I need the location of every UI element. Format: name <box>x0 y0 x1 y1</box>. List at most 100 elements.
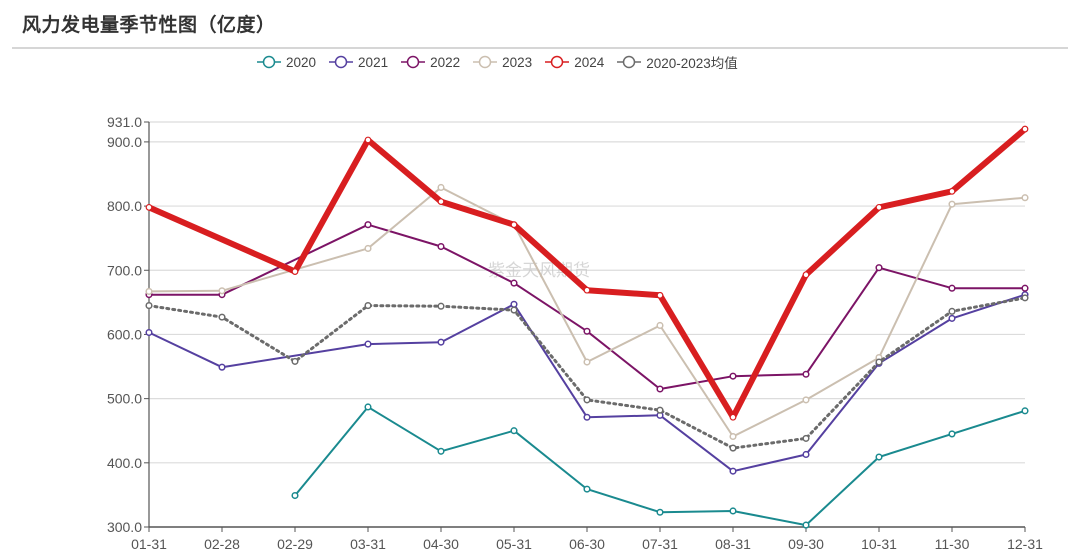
data-point[interactable] <box>729 467 737 475</box>
data-point[interactable] <box>218 287 226 295</box>
legend-item[interactable]: 2023 <box>472 55 532 70</box>
data-point[interactable] <box>948 430 956 438</box>
legend-label: 2022 <box>430 54 461 70</box>
data-point[interactable] <box>291 357 299 365</box>
legend-item[interactable]: 2020-2023均值 <box>616 52 738 72</box>
data-point[interactable] <box>948 200 956 208</box>
data-point[interactable] <box>948 307 956 315</box>
data-point[interactable] <box>875 358 883 366</box>
x-tick-label: 09-30 <box>788 536 824 552</box>
data-point[interactable] <box>145 302 153 310</box>
data-point[interactable] <box>802 271 810 279</box>
data-point[interactable] <box>583 396 591 404</box>
data-point[interactable] <box>364 221 372 229</box>
x-tick-label: 11-30 <box>935 536 970 552</box>
data-point[interactable] <box>948 284 956 292</box>
tick-labels: 300.0 400.0 500.0 600.0 700.0 800.0 900.0 931.0… <box>107 114 1043 552</box>
data-point[interactable] <box>510 279 518 287</box>
legend-label: 2024 <box>574 54 605 70</box>
data-point[interactable] <box>437 447 445 455</box>
data-point[interactable] <box>1021 194 1029 202</box>
data-point[interactable] <box>583 485 591 493</box>
data-point[interactable] <box>364 340 372 348</box>
data-point[interactable] <box>510 221 518 229</box>
data-point[interactable] <box>656 406 664 414</box>
data-point[interactable] <box>437 338 445 346</box>
data-point[interactable] <box>583 327 591 335</box>
legend-item[interactable]: 2021 <box>328 55 388 70</box>
data-point[interactable] <box>364 244 372 252</box>
data-point[interactable] <box>510 427 518 435</box>
data-point[interactable] <box>145 203 153 211</box>
data-point[interactable] <box>218 363 226 371</box>
chart-legend: 2020 2021 2022 2023 2024 2020-2023均值 <box>256 51 750 73</box>
x-tick-label: 03-31 <box>350 536 386 552</box>
data-point[interactable] <box>291 268 299 275</box>
x-tick-label: 05-31 <box>496 536 532 552</box>
x-tick-label: 01-31 <box>131 536 167 552</box>
data-point[interactable] <box>802 521 810 529</box>
series-line-2020 <box>294 406 1026 527</box>
series-line-2023 <box>148 186 1026 438</box>
legend-marker-icon <box>329 55 354 69</box>
series-line-2021 <box>148 293 1026 473</box>
title-divider <box>12 47 1068 49</box>
data-point[interactable] <box>510 306 518 314</box>
data-point[interactable] <box>145 328 153 337</box>
data-point[interactable] <box>510 300 518 308</box>
data-point[interactable] <box>218 313 226 321</box>
data-point[interactable] <box>1021 407 1029 415</box>
series-lines <box>145 125 1029 529</box>
data-point[interactable] <box>583 286 591 294</box>
data-point[interactable] <box>729 444 737 452</box>
legend-marker-icon <box>257 55 281 69</box>
data-point[interactable] <box>364 302 372 310</box>
legend-label: 2023 <box>502 54 533 70</box>
x-tick-label: 12-31 <box>1007 536 1043 552</box>
data-point[interactable] <box>364 403 372 411</box>
data-point[interactable] <box>729 507 737 515</box>
data-point[interactable] <box>291 491 299 500</box>
data-point[interactable] <box>656 321 664 330</box>
legend-marker-icon <box>617 55 642 69</box>
legend-marker-icon <box>473 55 498 69</box>
data-point[interactable] <box>948 314 956 322</box>
y-tick-label: 931.0 <box>107 114 142 130</box>
data-point[interactable] <box>437 198 445 205</box>
data-point[interactable] <box>1021 284 1029 292</box>
legend-item[interactable]: 2020 <box>256 55 316 70</box>
data-point[interactable] <box>729 432 737 441</box>
data-point[interactable] <box>802 396 810 404</box>
data-point[interactable] <box>1021 294 1029 302</box>
legend-item[interactable]: 2022 <box>400 55 460 70</box>
data-point[interactable] <box>802 450 810 459</box>
series-line-2024 <box>146 126 1028 421</box>
data-point[interactable] <box>437 302 445 310</box>
data-point[interactable] <box>1021 125 1029 133</box>
y-tick-label: 900.0 <box>107 134 142 150</box>
data-point[interactable] <box>948 187 956 195</box>
data-point[interactable] <box>437 242 445 251</box>
data-point[interactable] <box>583 358 591 366</box>
x-tick-label: 06-30 <box>569 536 605 552</box>
data-point[interactable] <box>802 370 810 378</box>
data-point[interactable] <box>656 291 664 299</box>
x-tick-label: 08-31 <box>715 536 751 552</box>
x-tick-label: 07-31 <box>642 536 678 552</box>
data-point[interactable] <box>145 287 153 295</box>
data-point[interactable] <box>656 508 664 516</box>
data-point[interactable] <box>729 372 737 380</box>
y-tick-label: 400.0 <box>107 455 142 471</box>
data-point[interactable] <box>875 203 883 211</box>
data-point[interactable] <box>656 385 664 393</box>
data-point[interactable] <box>364 136 372 144</box>
data-point[interactable] <box>875 264 883 272</box>
data-point[interactable] <box>875 453 883 461</box>
data-point[interactable] <box>802 434 810 442</box>
data-point[interactable] <box>437 183 445 192</box>
legend-marker-icon <box>401 55 426 69</box>
data-point[interactable] <box>583 413 591 421</box>
legend-item[interactable]: 2024 <box>544 55 604 70</box>
x-tick-label: 02-29 <box>277 536 313 552</box>
data-point[interactable] <box>729 413 737 421</box>
